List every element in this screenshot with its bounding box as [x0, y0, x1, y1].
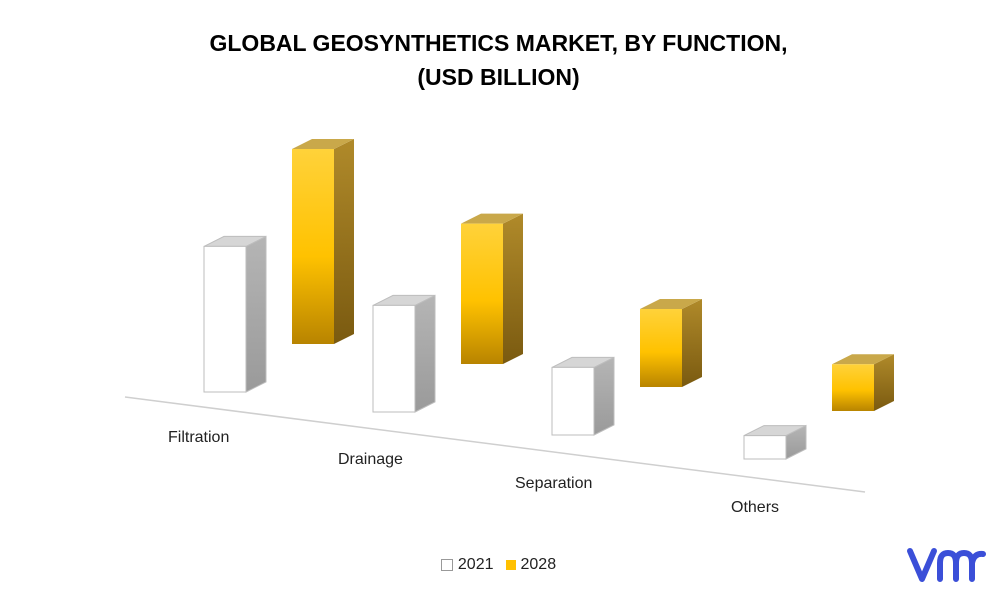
bar-2028-separation: [640, 299, 702, 387]
bar-2028-filtration-front: [292, 149, 334, 344]
legend-label-2021: 2021: [457, 556, 494, 573]
bar-2028-others-front: [832, 364, 874, 411]
bar-2028-drainage: [461, 213, 523, 364]
bar-2028-filtration: [292, 139, 354, 344]
bars-group: [203, 139, 894, 460]
bar-2021-separation: [551, 356, 615, 436]
bar-2028-drainage-side: [503, 213, 523, 364]
bar-2021-drainage: [372, 294, 436, 413]
legend-item-2028: 2028: [505, 556, 557, 574]
legend-swatch-2021: [440, 559, 453, 571]
bar-2021-separation-side: [593, 356, 615, 436]
bar-2028-separation-front: [640, 309, 682, 387]
chart-title-line-2: (USD BILLION): [417, 64, 580, 90]
category-label-separation: Separation: [515, 475, 592, 492]
category-label-others: Others: [731, 499, 779, 516]
floor-line: [124, 396, 866, 493]
vmr-logo-icon: [907, 548, 986, 582]
bar-2028-drainage-top: [461, 213, 523, 224]
bar-2021-separation-front: [551, 366, 595, 436]
bar-2028-separation-top: [640, 299, 702, 309]
bar-2028-others-top: [832, 354, 894, 365]
bar-2021-drainage-side: [414, 294, 436, 413]
category-labels: Filtration Drainage Separation Others: [168, 429, 779, 516]
bar-2028-separation-side: [682, 299, 702, 387]
bar-2028-drainage-front: [461, 223, 503, 364]
chart-title: GLOBAL GEOSYNTHETICS MARKET, BY FUNCTION…: [0, 26, 997, 94]
legend-label-2028: 2028: [520, 556, 557, 573]
bar-2021-drainage-front: [372, 304, 416, 413]
bar-2021-others: [743, 424, 807, 460]
bar-2021-filtration-side: [245, 235, 267, 393]
category-label-drainage: Drainage: [338, 451, 403, 468]
bar-2021-filtration: [203, 235, 267, 393]
legend-item-2021: 2021: [440, 556, 494, 574]
bar-2021-others-front: [743, 435, 787, 460]
category-label-filtration: Filtration: [168, 429, 229, 446]
chart-title-line-1: GLOBAL GEOSYNTHETICS MARKET, BY FUNCTION…: [209, 30, 788, 56]
legend-swatch-2028: [505, 560, 516, 570]
bar-2028-others: [832, 354, 894, 411]
bar-2028-filtration-side: [334, 139, 354, 344]
legend: 2021 2028: [0, 556, 997, 574]
bar-2028-others-side: [874, 354, 894, 411]
bar-2028-filtration-top: [292, 139, 354, 149]
bar-2021-filtration-front: [203, 245, 247, 393]
